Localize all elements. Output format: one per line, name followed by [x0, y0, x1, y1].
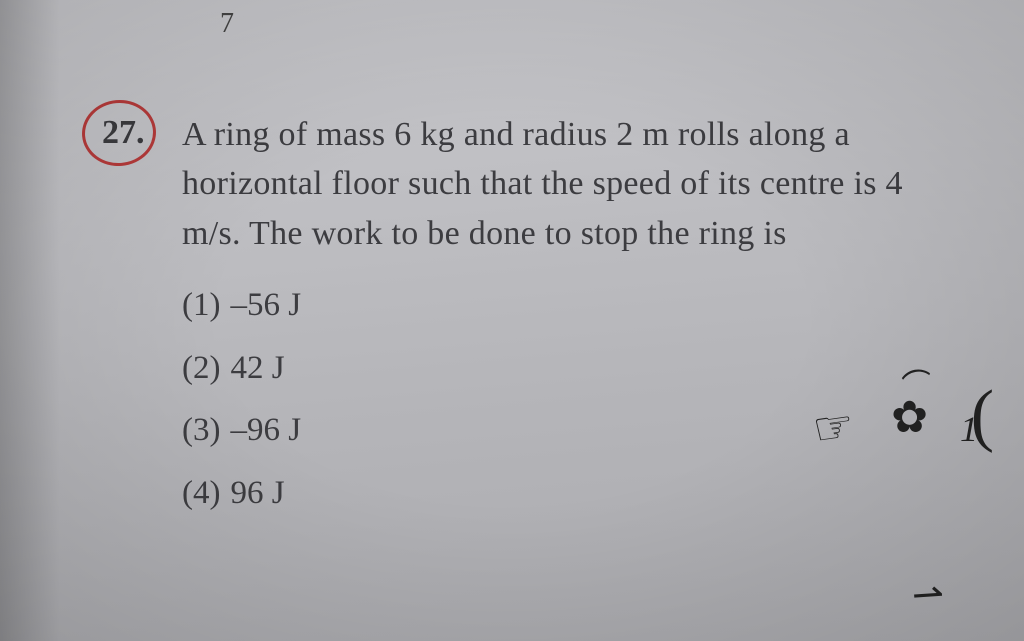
- handwritten-pointer-icon: ☞: [809, 397, 857, 456]
- question-text: A ring of mass 6 kg and radius 2 m rolls…: [182, 110, 964, 258]
- question-number: 27.: [102, 114, 145, 152]
- option-3-num: (3): [182, 412, 220, 448]
- option-4-num: (4): [182, 475, 220, 511]
- option-4-text: 96 J: [230, 475, 284, 511]
- option-3-text: –96 J: [230, 412, 301, 448]
- question-block: 27. A ring of mass 6 kg and radius 2 m r…: [90, 110, 964, 525]
- option-4: (4) 96 J: [182, 462, 964, 525]
- option-1-text: –56 J: [230, 287, 301, 323]
- option-2: (2) 42 J: [182, 337, 964, 400]
- top-fragment-number: 7: [220, 8, 234, 40]
- option-2-num: (2): [182, 350, 220, 386]
- handwritten-one: 1: [960, 408, 978, 450]
- option-1: (1) –56 J: [182, 274, 964, 337]
- handwritten-doodle-icon: ✿: [891, 392, 928, 443]
- paper-surface: 7 27. A ring of mass 6 kg and radius 2 m…: [0, 0, 1024, 641]
- option-1-num: (1): [182, 287, 220, 323]
- handwritten-arrow-icon: ⇀: [911, 571, 946, 618]
- option-2-text: 42 J: [230, 350, 284, 386]
